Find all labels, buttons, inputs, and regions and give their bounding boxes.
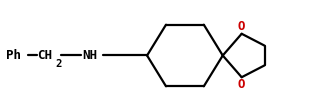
Text: 2: 2 [55,59,61,69]
Text: O: O [237,20,245,33]
Text: NH: NH [82,49,97,62]
Text: CH: CH [38,49,53,62]
Text: O: O [237,78,245,91]
Text: Ph: Ph [6,49,21,62]
